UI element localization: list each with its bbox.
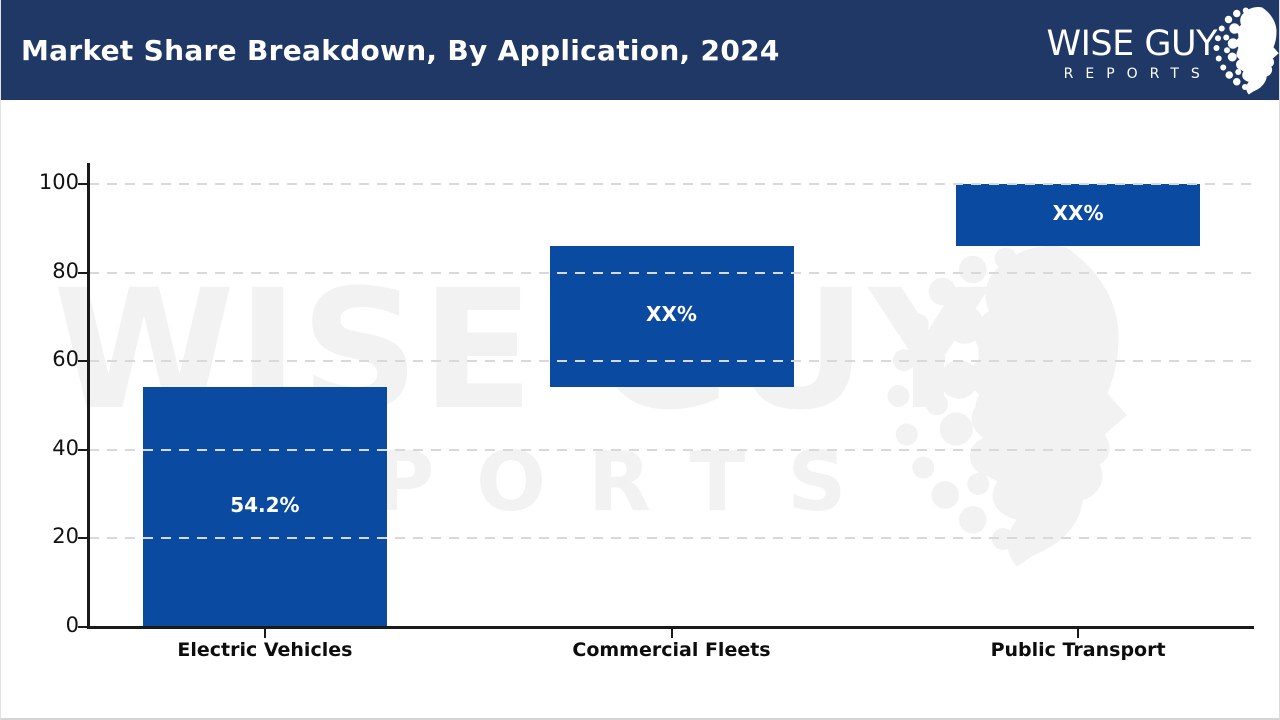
page-title: Market Share Breakdown, By Application, … <box>21 33 780 67</box>
y-tick-mark <box>78 183 87 185</box>
y-tick-label: 20 <box>52 524 79 549</box>
x-category-label: Electric Vehicles <box>177 639 353 661</box>
watermark-head-icon <box>823 242 1183 572</box>
logo-wordmark: WISE GUY <box>1046 23 1217 64</box>
bar-value-label: XX% <box>1052 201 1104 225</box>
y-tick-label: 0 <box>65 613 79 637</box>
logo-text: WISE GUY REPORTS <box>1046 23 1217 82</box>
wiseguy-logo: WISE GUY REPORTS <box>1046 6 1280 96</box>
gridline <box>89 183 1254 185</box>
logo-subtitle: REPORTS <box>1063 65 1212 82</box>
y-tick-mark <box>78 626 87 628</box>
bar-segment <box>956 184 1201 247</box>
y-tick-mark <box>78 537 87 540</box>
x-category-label: Commercial Fleets <box>572 639 771 661</box>
watermark-subtitle: REPORTS <box>171 435 889 530</box>
header-bar: Market Share Breakdown, By Application, … <box>1 0 1280 100</box>
y-tick-mark <box>78 448 87 451</box>
y-tick-label: 100 <box>38 170 79 194</box>
x-tick-mark <box>670 629 673 638</box>
x-axis-line <box>87 626 1254 629</box>
x-tick-mark <box>1077 629 1080 638</box>
x-category-label: Public Transport <box>990 639 1166 661</box>
wiseguy-head-icon <box>1203 6 1280 96</box>
x-tick-mark <box>263 629 266 638</box>
